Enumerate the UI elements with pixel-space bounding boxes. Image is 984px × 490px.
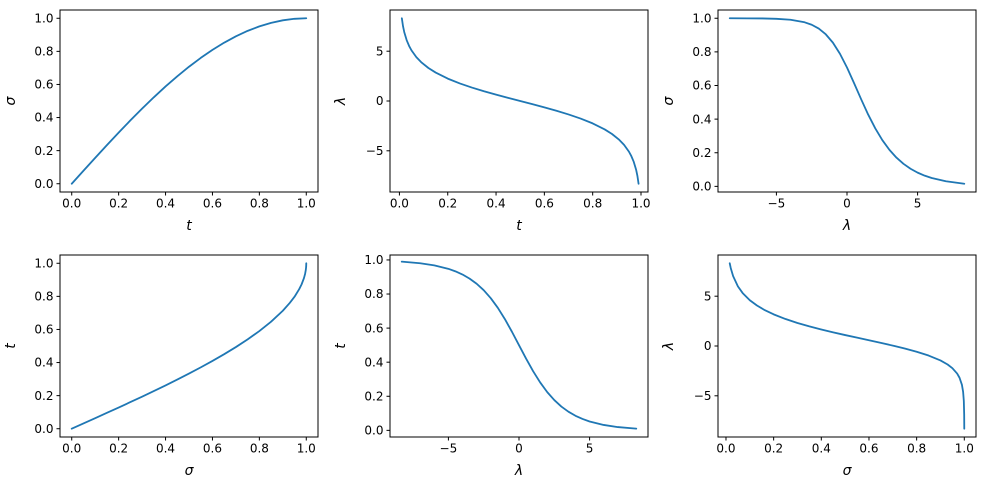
subplot-lambda-vs-t: 0.0 0.2 0.4 0.6 0.8 1.0 −5 0 5 λ t <box>328 0 656 245</box>
y-tick-label: 0.4 <box>34 356 53 370</box>
x-tick-label: 0.0 <box>62 442 81 456</box>
y-tick-label: 1.0 <box>692 11 711 25</box>
y-tick-label: 0 <box>376 94 384 108</box>
x-tick-label: 1.0 <box>297 197 316 211</box>
y-tick-label: 5 <box>704 289 712 303</box>
y-tick-label: −5 <box>694 389 712 403</box>
subplot-t-vs-sigma: 0.0 0.2 0.4 0.6 0.8 1.0 0.0 0.2 0.4 0.6 0.8 1.0 t σ <box>0 245 328 490</box>
y-tick-label: 0.0 <box>34 177 53 191</box>
y-tick-label: 0.8 <box>34 45 53 59</box>
y-tick-label: 0.8 <box>692 45 711 59</box>
curve <box>70 262 308 430</box>
x-tick-label: 0.4 <box>156 442 175 456</box>
x-tick-label: 0.4 <box>487 197 506 211</box>
x-tick-label: 1.0 <box>297 442 316 456</box>
x-axis-label: t <box>186 218 192 234</box>
y-axis-label: t <box>333 343 349 349</box>
y-tick-label: 0.4 <box>364 355 383 369</box>
axes-frame <box>717 254 977 438</box>
axes-frame <box>59 254 319 438</box>
x-tick-label: 0.2 <box>438 197 457 211</box>
x-tick-label: 0.2 <box>109 197 128 211</box>
y-tick-label: 0.8 <box>364 287 383 301</box>
x-tick-label: 0.6 <box>859 442 878 456</box>
x-tick-label: −5 <box>768 197 786 211</box>
x-axis-label: σ <box>184 463 194 479</box>
x-tick-label: 0.0 <box>390 197 409 211</box>
curve <box>400 260 638 430</box>
x-tick-label: 0.4 <box>812 442 831 456</box>
y-axis-label: t <box>3 343 19 349</box>
y-axis-label: λ <box>661 341 677 351</box>
y-tick-label: 1.0 <box>364 253 383 267</box>
subplot-sigma-vs-lambda: −5 0 5 0.0 0.2 0.4 0.6 0.8 1.0 σ λ <box>656 0 984 245</box>
y-tick-label: 0.6 <box>34 78 53 92</box>
x-axis-label: t <box>516 218 522 234</box>
y-tick-label: 0.8 <box>34 290 53 304</box>
y-tick-label: 0.4 <box>692 112 711 126</box>
x-tick-label: 0.8 <box>250 442 269 456</box>
x-tick-label: 0.6 <box>535 197 554 211</box>
x-tick-label: 0.2 <box>764 442 783 456</box>
x-tick-label: 5 <box>914 197 922 211</box>
curve <box>728 262 966 430</box>
axes-lambda-vs-sigma: 0.0 0.2 0.4 0.6 0.8 1.0 −5 0 5 <box>694 254 977 456</box>
x-tick-label: 1.0 <box>631 197 650 211</box>
y-tick-label: 0.2 <box>34 389 53 403</box>
x-tick-label: 0.8 <box>583 197 602 211</box>
axes-frame <box>389 254 649 438</box>
subplot-lambda-vs-sigma: 0.0 0.2 0.4 0.6 0.8 1.0 −5 0 5 λ σ <box>656 245 984 490</box>
y-tick-label: 0 <box>704 339 712 353</box>
x-tick-label: 0.0 <box>716 442 735 456</box>
y-tick-label: 0.2 <box>364 389 383 403</box>
x-axis-label: λ <box>514 463 524 479</box>
x-axis-label: λ <box>842 218 852 234</box>
y-tick-label: 0.4 <box>34 111 53 125</box>
subplot-t-vs-lambda: −5 0 5 0.0 0.2 0.4 0.6 0.8 1.0 t λ <box>328 245 656 490</box>
x-tick-label: 0.8 <box>250 197 269 211</box>
curve <box>400 17 640 185</box>
y-tick-label: 0.6 <box>34 323 53 337</box>
x-tick-label: 0.4 <box>156 197 175 211</box>
y-tick-label: 5 <box>376 44 384 58</box>
y-axis-label: λ <box>333 96 349 106</box>
x-tick-label: 1.0 <box>955 442 974 456</box>
y-tick-label: 1.0 <box>34 256 53 270</box>
axes-frame <box>717 9 977 193</box>
x-tick-label: −5 <box>440 442 458 456</box>
curve <box>728 17 966 185</box>
y-tick-label: 0.0 <box>692 180 711 194</box>
subplot-sigma-vs-t: 0.0 0.2 0.4 0.6 0.8 1.0 0.0 0.2 0.4 0.6 0.8 1.0 σ t <box>0 0 328 245</box>
x-tick-label: 0.2 <box>109 442 128 456</box>
y-axis-label: σ <box>661 96 677 106</box>
y-tick-label: 0.0 <box>364 424 383 438</box>
axes-sigma-vs-lambda: −5 0 5 0.0 0.2 0.4 0.6 0.8 1.0 <box>692 9 977 211</box>
x-axis-label: σ <box>842 463 852 479</box>
y-tick-label: 0.2 <box>692 146 711 160</box>
x-tick-label: 0.8 <box>907 442 926 456</box>
y-axis-label: σ <box>3 96 19 106</box>
x-tick-label: 5 <box>586 442 594 456</box>
axes-frame <box>59 9 319 193</box>
axes-frame <box>389 9 649 193</box>
y-tick-label: 0.0 <box>34 422 53 436</box>
x-tick-label: 0.0 <box>62 197 81 211</box>
axes-t-vs-lambda: −5 0 5 0.0 0.2 0.4 0.6 0.8 1.0 <box>364 253 649 456</box>
y-tick-label: 0.6 <box>692 79 711 93</box>
y-tick-label: 0.6 <box>364 321 383 335</box>
x-tick-label: 0.6 <box>203 442 222 456</box>
y-tick-label: 1.0 <box>34 11 53 25</box>
axes-sigma-vs-t: 0.0 0.2 0.4 0.6 0.8 1.0 0.0 0.2 0.4 0.6 0.8 1.0 <box>34 9 319 211</box>
curve <box>70 17 308 185</box>
axes-t-vs-sigma: 0.0 0.2 0.4 0.6 0.8 1.0 0.0 0.2 0.4 0.6 0.8 1.0 <box>34 254 319 456</box>
x-tick-label: 0.6 <box>203 197 222 211</box>
y-tick-label: −5 <box>366 144 384 158</box>
x-tick-label: 0 <box>843 197 851 211</box>
y-tick-label: 0.2 <box>34 144 53 158</box>
x-tick-label: 0 <box>515 442 523 456</box>
axes-lambda-vs-t: 0.0 0.2 0.4 0.6 0.8 1.0 −5 0 5 <box>366 9 651 211</box>
